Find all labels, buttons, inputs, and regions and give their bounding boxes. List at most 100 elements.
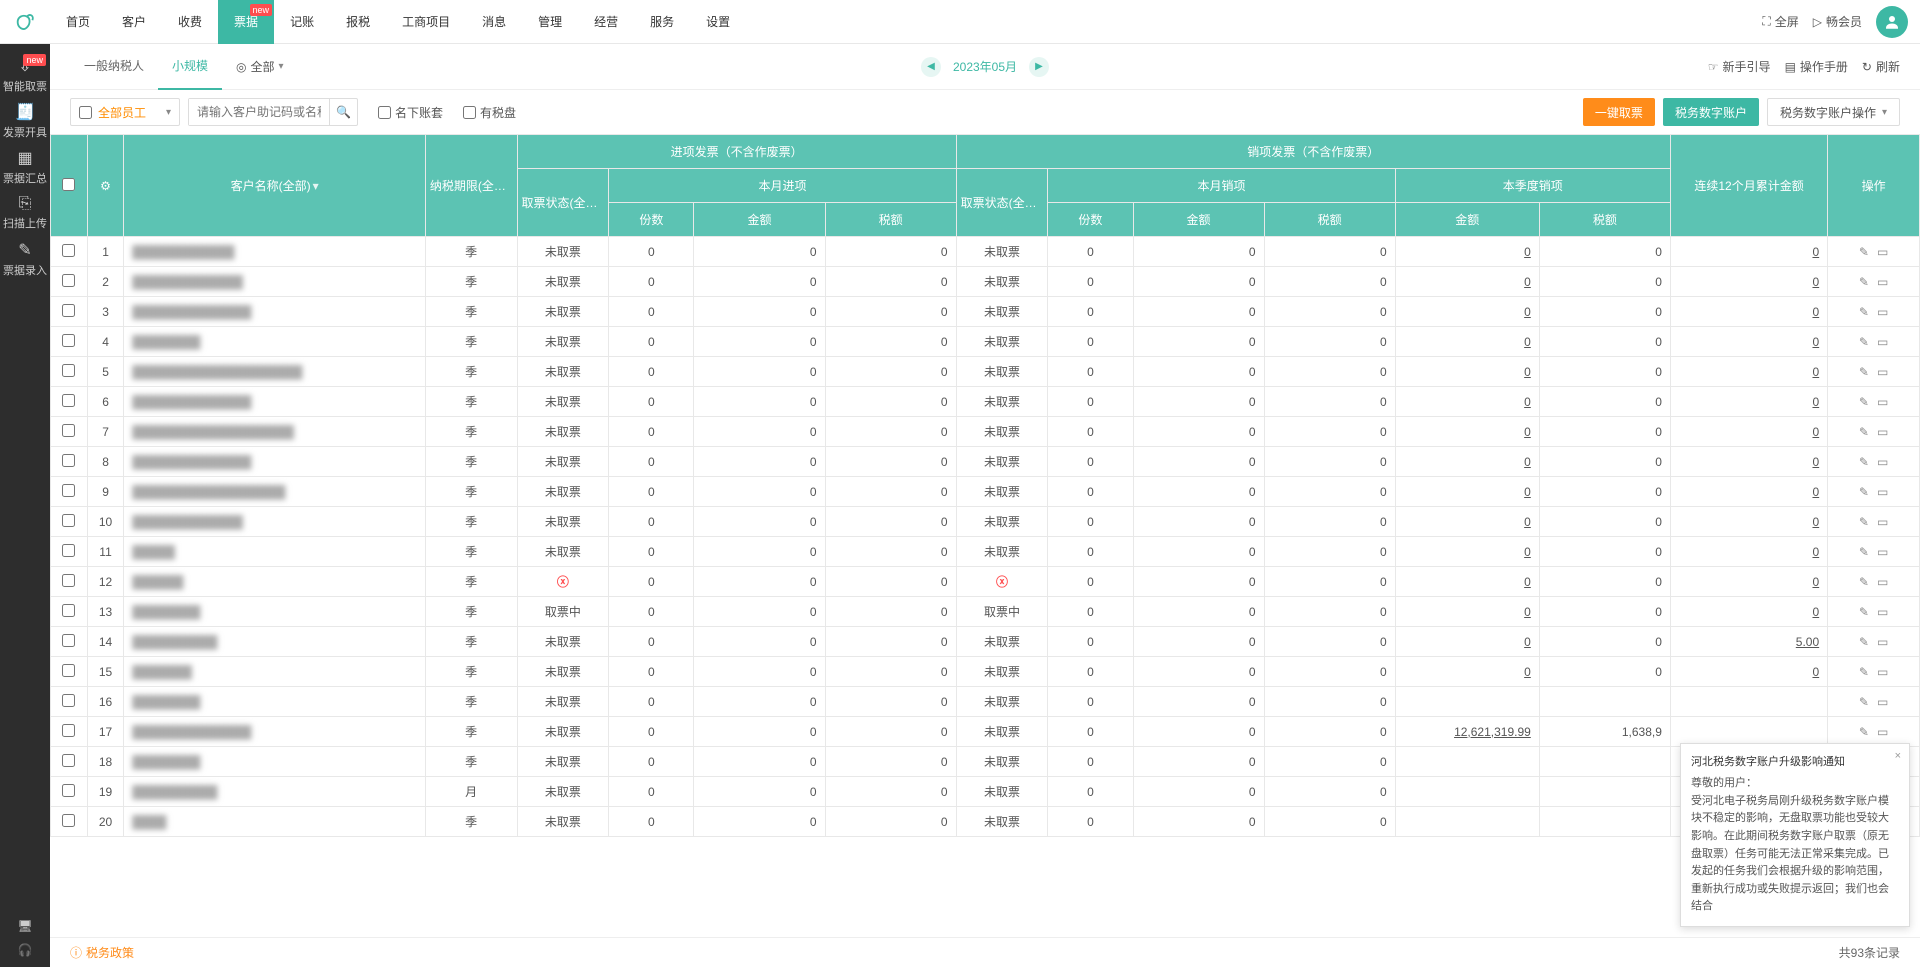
edit-icon[interactable]: ✎: [1859, 605, 1869, 619]
filter-icon[interactable]: ▾: [604, 196, 609, 210]
cell-customer[interactable]: ██████████: [124, 627, 425, 657]
cell-rolling12[interactable]: 0: [1670, 537, 1827, 567]
cell-checkbox[interactable]: [51, 237, 88, 267]
cell-quarter-amount[interactable]: 0: [1395, 357, 1539, 387]
more-icon[interactable]: ▭: [1877, 425, 1888, 439]
topnav-item-2[interactable]: 收费: [162, 0, 218, 44]
cell-checkbox[interactable]: [51, 687, 88, 717]
cell-rolling12[interactable]: 0: [1670, 327, 1827, 357]
digital-account-button[interactable]: 税务数字账户: [1663, 98, 1759, 126]
cell-checkbox[interactable]: [51, 357, 88, 387]
cell-quarter-amount[interactable]: 12,621,319.99: [1395, 717, 1539, 747]
cell-customer[interactable]: █████████████: [124, 267, 425, 297]
topnav-item-11[interactable]: 设置: [690, 0, 746, 44]
cell-quarter-amount[interactable]: [1395, 807, 1539, 837]
cell-checkbox[interactable]: [51, 627, 88, 657]
cell-checkbox[interactable]: [51, 567, 88, 597]
logo[interactable]: [0, 0, 50, 44]
cell-customer[interactable]: ██████████████: [124, 297, 425, 327]
cell-customer[interactable]: ████████████: [124, 237, 425, 267]
cell-checkbox[interactable]: [51, 537, 88, 567]
cell-customer[interactable]: ██████████████: [124, 447, 425, 477]
edit-icon[interactable]: ✎: [1859, 515, 1869, 529]
more-icon[interactable]: ▭: [1877, 485, 1888, 499]
edit-icon[interactable]: ✎: [1859, 545, 1869, 559]
cell-rolling12[interactable]: 0: [1670, 447, 1827, 477]
current-date[interactable]: 2023年05月: [953, 58, 1017, 75]
row-checkbox[interactable]: [62, 724, 75, 737]
row-checkbox[interactable]: [62, 454, 75, 467]
row-checkbox[interactable]: [62, 604, 75, 617]
employee-checkbox[interactable]: [79, 106, 92, 119]
edit-icon[interactable]: ✎: [1859, 245, 1869, 259]
cell-rolling12[interactable]: 0: [1670, 567, 1827, 597]
cell-rolling12[interactable]: 0: [1670, 417, 1827, 447]
row-checkbox[interactable]: [62, 244, 75, 257]
cell-checkbox[interactable]: [51, 447, 88, 477]
topnav-item-1[interactable]: 客户: [106, 0, 162, 44]
cell-rolling12[interactable]: 0: [1670, 387, 1827, 417]
cell-quarter-amount[interactable]: 0: [1395, 597, 1539, 627]
more-icon[interactable]: ▭: [1877, 635, 1888, 649]
topnav-item-10[interactable]: 服务: [634, 0, 690, 44]
close-icon[interactable]: ×: [1895, 748, 1901, 766]
row-checkbox[interactable]: [62, 694, 75, 707]
cell-customer[interactable]: ██████: [124, 567, 425, 597]
edit-icon[interactable]: ✎: [1859, 485, 1869, 499]
more-icon[interactable]: ▭: [1877, 605, 1888, 619]
topnav-item-4[interactable]: 记账: [274, 0, 330, 44]
cell-checkbox[interactable]: [51, 507, 88, 537]
search-button[interactable]: 🔍: [329, 98, 357, 126]
cell-checkbox[interactable]: [51, 657, 88, 687]
more-icon[interactable]: ▭: [1877, 725, 1888, 739]
cell-quarter-amount[interactable]: 0: [1395, 657, 1539, 687]
headset-icon[interactable]: 🎧: [18, 943, 33, 957]
th-customer[interactable]: 客户名称(全部)▾: [124, 135, 425, 237]
edit-icon[interactable]: ✎: [1859, 575, 1869, 589]
row-checkbox[interactable]: [62, 514, 75, 527]
cell-quarter-amount[interactable]: 0: [1395, 447, 1539, 477]
cell-customer[interactable]: ███████████████████: [124, 417, 425, 447]
filter-icon[interactable]: ▾: [512, 179, 517, 193]
cell-checkbox[interactable]: [51, 387, 88, 417]
cell-checkbox[interactable]: [51, 777, 88, 807]
employee-select[interactable]: 全部员工 ▾: [70, 98, 180, 126]
topnav-item-8[interactable]: 管理: [522, 0, 578, 44]
row-checkbox[interactable]: [62, 394, 75, 407]
edit-icon[interactable]: ✎: [1859, 635, 1869, 649]
tab-general-taxpayer[interactable]: 一般纳税人: [70, 44, 158, 90]
fullscreen-button[interactable]: ⛶ 全屏: [1762, 13, 1798, 30]
prev-month-button[interactable]: ◀: [921, 57, 941, 77]
row-checkbox[interactable]: [62, 424, 75, 437]
tax-policy-link[interactable]: ⓘ 税务政策: [70, 944, 134, 961]
cell-customer[interactable]: ████████: [124, 687, 425, 717]
cell-quarter-amount[interactable]: [1395, 687, 1539, 717]
search-input[interactable]: [189, 99, 329, 125]
manual-link[interactable]: ▤操作手册: [1785, 58, 1848, 75]
cell-rolling12[interactable]: 0: [1670, 507, 1827, 537]
edit-icon[interactable]: ✎: [1859, 335, 1869, 349]
cell-customer[interactable]: ████████: [124, 327, 425, 357]
cell-rolling12[interactable]: 5.00: [1670, 627, 1827, 657]
digital-ops-button[interactable]: 税务数字账户操作▾: [1767, 98, 1900, 126]
row-checkbox[interactable]: [62, 664, 75, 677]
cell-rolling12[interactable]: 0: [1670, 477, 1827, 507]
row-checkbox[interactable]: [62, 364, 75, 377]
cell-rolling12[interactable]: 0: [1670, 657, 1827, 687]
row-checkbox[interactable]: [62, 484, 75, 497]
cell-rolling12[interactable]: 0: [1670, 237, 1827, 267]
has-disk-checkbox[interactable]: 有税盘: [463, 104, 516, 121]
row-checkbox[interactable]: [62, 754, 75, 767]
next-month-button[interactable]: ▶: [1029, 57, 1049, 77]
cell-quarter-amount[interactable]: 0: [1395, 537, 1539, 567]
cell-customer[interactable]: ██████████: [124, 777, 425, 807]
cell-checkbox[interactable]: [51, 327, 88, 357]
th-settings[interactable]: ⚙: [87, 135, 124, 237]
cell-quarter-amount[interactable]: 0: [1395, 327, 1539, 357]
th-period[interactable]: 纳税期限(全部)▾: [425, 135, 517, 237]
cell-quarter-amount[interactable]: 0: [1395, 507, 1539, 537]
more-icon[interactable]: ▭: [1877, 335, 1888, 349]
edit-icon[interactable]: ✎: [1859, 275, 1869, 289]
topnav-item-6[interactable]: 工商项目: [386, 0, 466, 44]
cell-checkbox[interactable]: [51, 477, 88, 507]
